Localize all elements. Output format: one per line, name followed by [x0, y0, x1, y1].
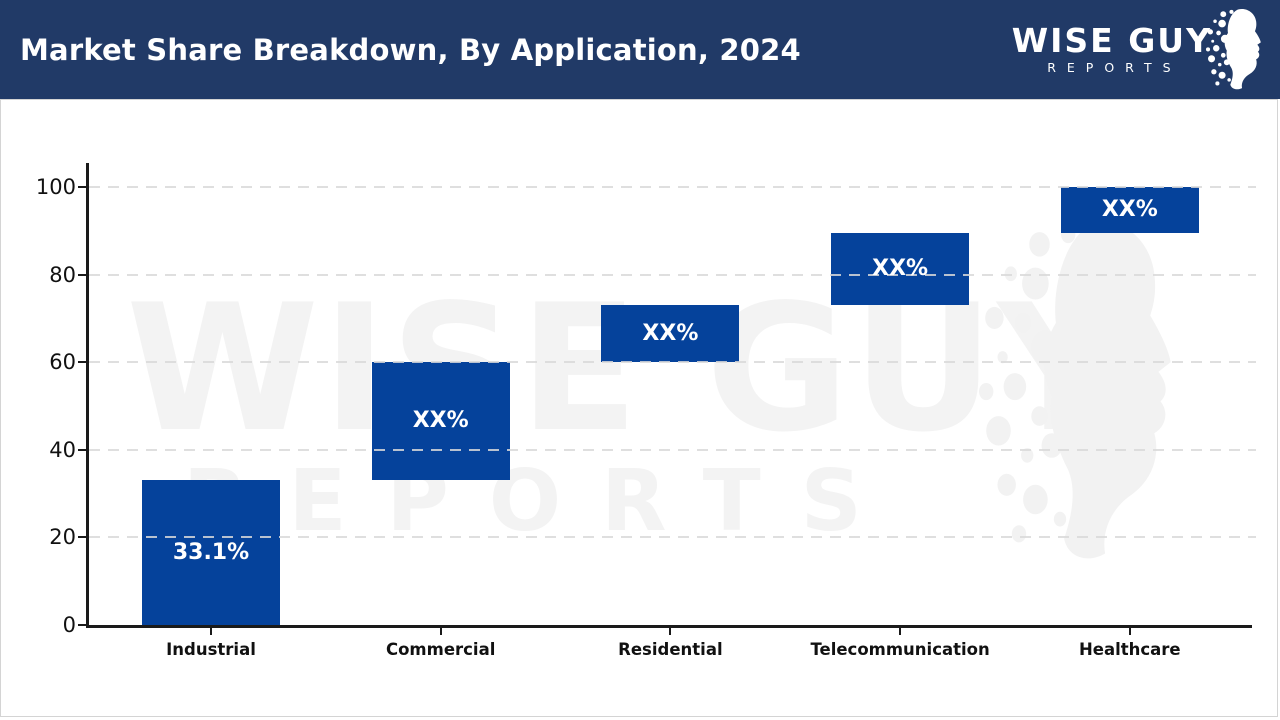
x-tickmark	[210, 627, 212, 635]
logo-wordmark: WISE GUY	[1011, 20, 1212, 60]
bar-telecommunication	[831, 232, 970, 306]
y-tickmark	[78, 361, 86, 364]
y-tickmark	[78, 186, 86, 188]
chart-title: Market Share Breakdown, By Application, …	[20, 32, 801, 67]
bar-residential	[601, 305, 740, 363]
x-tickmark	[1128, 627, 1131, 635]
gridline-80	[89, 273, 1256, 276]
bar-value-label: XX%	[872, 256, 929, 282]
bar-value-label: XX%	[1101, 196, 1158, 222]
logo-face-icon	[1205, 8, 1261, 89]
header-bar: Market Share Breakdown, By Application, …	[0, 0, 1280, 99]
bar-value-label: XX%	[412, 408, 469, 434]
logo-text: WISE GUY REPORTS	[1011, 20, 1212, 76]
gridline-100	[89, 186, 1256, 188]
y-tickmark	[78, 448, 86, 451]
gridline-60	[89, 361, 1256, 364]
y-tickmark	[78, 536, 86, 539]
y-tickmark	[78, 273, 86, 276]
category-label-residential: Residential	[618, 640, 723, 659]
gridline-40	[89, 448, 1256, 451]
category-label-industrial: Industrial	[166, 640, 256, 659]
y-tick-label-0: 0	[62, 613, 76, 637]
y-tick-label-20: 20	[49, 525, 76, 550]
category-label-telecommunication: Telecommunication	[810, 640, 990, 659]
y-tick-label-40: 40	[49, 437, 76, 462]
y-tickmark	[78, 624, 86, 626]
bar-commercial	[371, 362, 510, 480]
bar-industrial	[142, 480, 280, 625]
gridline-20	[89, 536, 1256, 539]
y-tick-label-80: 80	[49, 262, 76, 287]
y-tick-label-60: 60	[49, 350, 76, 375]
brand-logo: WISE GUY REPORTS	[1012, 6, 1272, 94]
y-axis-spine	[86, 163, 89, 627]
x-tickmark	[899, 627, 902, 635]
x-axis-spine	[86, 624, 1252, 628]
category-label-healthcare: Healthcare	[1078, 640, 1181, 659]
logo-tagline: REPORTS	[1047, 60, 1182, 76]
watermark-tagline: REPORTS	[183, 452, 902, 551]
x-tickmark	[669, 627, 672, 635]
y-tick-label-100: 100	[35, 175, 76, 199]
bar-healthcare	[1060, 187, 1199, 233]
bar-value-label: 33.1%	[172, 539, 250, 565]
bar-value-label: XX%	[642, 320, 699, 346]
x-tickmark	[439, 627, 442, 635]
category-label-commercial: Commercial	[385, 640, 496, 659]
